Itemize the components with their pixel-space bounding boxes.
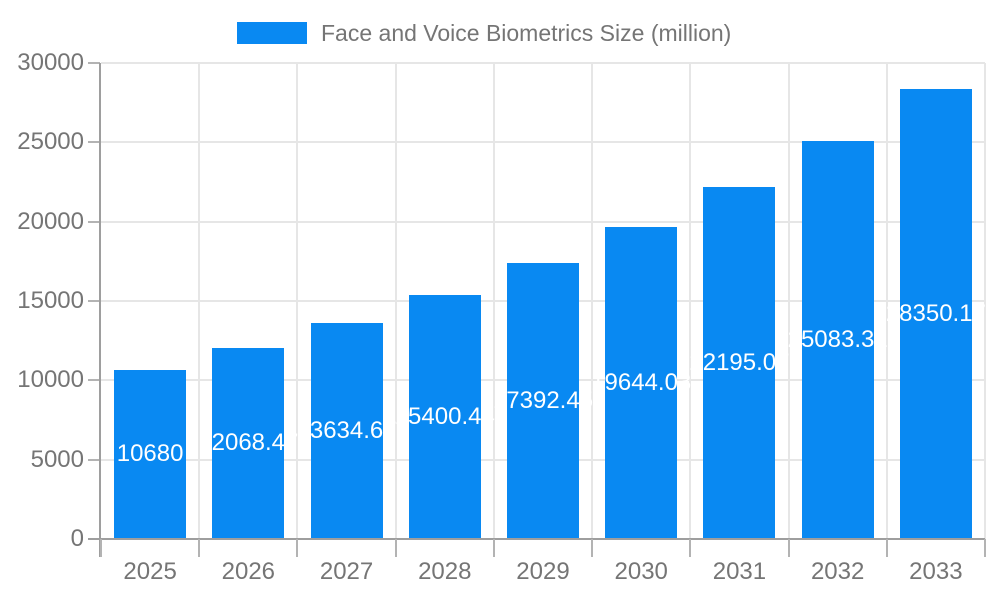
y-axis-tick — [88, 141, 100, 144]
bar: 12068.47 — [198, 347, 298, 539]
gridline-vertical — [591, 63, 594, 539]
x-tick-label: 2026 — [221, 558, 276, 585]
x-tick-label: 2025 — [123, 558, 177, 585]
bar: 17392.45 — [493, 263, 593, 539]
gridline-vertical — [394, 63, 397, 539]
x-axis-tick — [394, 539, 397, 557]
x-tick-label: 2027 — [319, 558, 374, 585]
y-tick-label: 20000 — [17, 207, 84, 235]
y-tick-label: 30000 — [17, 49, 84, 76]
x-tick-label: 2031 — [712, 558, 767, 585]
x-axis-tick — [100, 539, 102, 557]
x-axis-tick — [591, 539, 594, 557]
y-axis-tick — [88, 458, 100, 461]
bar-value-label: 12068.47 — [198, 429, 299, 457]
gridline-vertical — [689, 63, 692, 539]
y-axis-tick — [88, 379, 100, 382]
x-tick-label: 2030 — [614, 558, 668, 585]
x-axis-line — [88, 538, 985, 540]
x-axis-tick — [296, 539, 299, 557]
gridline-horizontal — [101, 62, 985, 64]
y-tick-label: 10000 — [17, 366, 84, 394]
gridline-vertical — [984, 63, 986, 539]
legend: Face and Voice Biometrics Size (million) — [237, 20, 731, 46]
y-axis-line — [99, 63, 101, 557]
bar-value-label: 19644.03 — [591, 369, 692, 397]
x-axis-tick — [984, 539, 986, 557]
y-tick-label: 5000 — [30, 445, 84, 473]
bar-value-label: 22195.07 — [689, 348, 790, 376]
y-tick-label: 15000 — [17, 287, 84, 314]
bar-value-label: 10680 — [116, 440, 184, 468]
x-axis-tick — [492, 539, 495, 557]
y-tick-label: 0 — [70, 525, 84, 552]
bar: 15400.44 — [395, 294, 495, 539]
y-tick-label: 25000 — [17, 128, 84, 156]
gridline-horizontal — [101, 141, 985, 144]
bar: 10680 — [114, 369, 187, 539]
gridline-vertical — [492, 63, 495, 539]
x-tick-label: 2033 — [909, 558, 963, 585]
bar: 28350.17 — [886, 89, 986, 539]
x-axis-tick — [787, 539, 790, 557]
gridline-vertical — [296, 63, 299, 539]
y-axis-tick — [88, 220, 100, 223]
x-tick-label: 2029 — [516, 558, 570, 585]
x-tick-label: 2028 — [418, 558, 472, 585]
gridline-vertical — [787, 63, 790, 539]
bar-value-label: 13634.67 — [296, 416, 397, 444]
gridline-vertical — [885, 63, 888, 539]
y-axis-tick — [88, 62, 100, 64]
bar-value-label: 28350.17 — [885, 300, 986, 328]
bar-value-label: 15400.44 — [394, 402, 495, 430]
gridline-vertical — [198, 63, 201, 539]
legend-label: Face and Voice Biometrics Size (million) — [321, 19, 732, 46]
x-tick-label: 2032 — [810, 558, 865, 585]
legend-swatch — [237, 22, 307, 44]
bar: 22195.07 — [689, 186, 789, 539]
bar-value-label: 25083.31 — [787, 325, 888, 353]
x-axis-tick — [689, 539, 692, 557]
x-axis-tick — [198, 539, 201, 557]
bar: 13634.67 — [296, 322, 397, 539]
bar: 19644.03 — [591, 227, 691, 539]
bar: 25083.31 — [788, 141, 888, 539]
y-axis-tick — [88, 300, 100, 302]
gridline-horizontal — [101, 220, 985, 223]
x-axis-tick — [885, 539, 888, 557]
bar-value-label: 17392.45 — [492, 387, 594, 414]
